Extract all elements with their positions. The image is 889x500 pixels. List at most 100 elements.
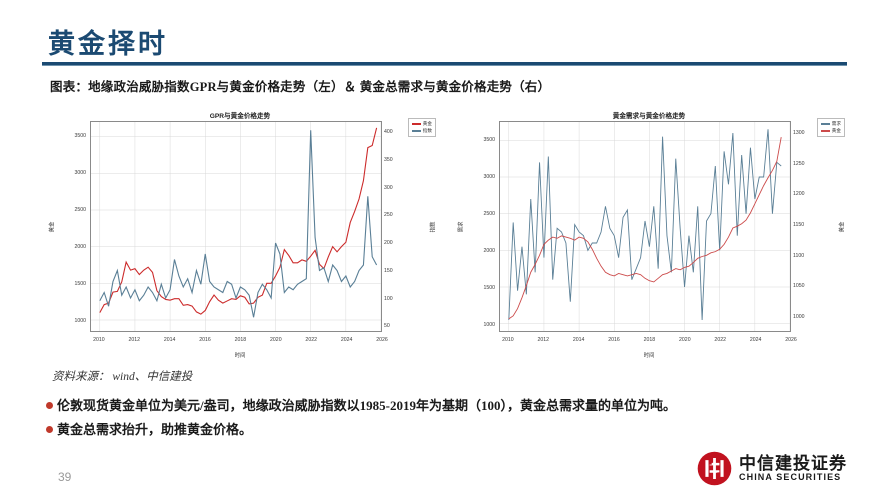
chart-right-yticks-right: 1000 1050 1100 1150 1200 1250 1300 — [793, 121, 823, 332]
x-tick-label: 2012 — [128, 337, 141, 343]
logo-name-en: CHINA SECURITIES — [739, 471, 842, 482]
x-tick-label: 2016 — [199, 337, 211, 343]
x-tick-label: 2022 — [714, 337, 726, 343]
y-tick-label: 2500 — [483, 210, 495, 217]
series-line — [509, 129, 781, 320]
legend-item: 黄金 — [820, 128, 841, 134]
y-tick-label-secondary: 400 — [384, 129, 393, 136]
chart-left-xlabel: 时间 — [234, 353, 246, 359]
chart-left-ylabel-left: 黄金 — [49, 221, 56, 233]
y-tick-label: 3500 — [483, 136, 495, 143]
y-tick-label: 2000 — [483, 247, 495, 254]
x-tick-label: 2012 — [537, 337, 550, 343]
chart-gpr-vs-gold: GPR与黄金价格走势 黄金 指数 1000 1500 2000 2500 3000 350… — [42, 108, 438, 360]
legend-item: 需求 — [820, 121, 841, 127]
y-tick-label-secondary: 1000 — [793, 313, 805, 320]
legend-swatch-icon — [411, 123, 421, 125]
x-tick-label: 2014 — [572, 337, 585, 343]
legend-label: 黄金 — [422, 121, 432, 126]
x-tick-label: 2018 — [643, 337, 656, 343]
chart-left-yticks-right: 50 100 150 200 250 300 350 400 — [384, 121, 414, 332]
y-tick-label-secondary: 50 — [384, 323, 390, 330]
x-tick-label: 2020 — [679, 337, 691, 343]
y-tick-label: 1000 — [483, 321, 495, 328]
x-tick-label: 2026 — [376, 337, 388, 343]
series-line — [100, 128, 377, 314]
legend-swatch-icon — [411, 130, 421, 132]
y-tick-label: 2500 — [74, 206, 86, 213]
y-tick-label-secondary: 100 — [384, 295, 393, 302]
x-tick-label: 2014 — [163, 337, 176, 343]
chart-left-yticks-left: 1000 1500 2000 2500 3000 3500 — [58, 121, 86, 332]
y-tick-label-secondary: 350 — [384, 156, 393, 163]
y-tick-label-secondary: 1150 — [793, 221, 805, 228]
y-tick-label-secondary: 300 — [384, 184, 393, 191]
series-line — [509, 137, 781, 319]
series-line — [100, 130, 377, 317]
chart-right-ylabel-left: 需求 — [458, 221, 465, 233]
bullet-text: 伦敦现货黄金单位为美元/盎司，地缘政治威胁指数以1985-2019年为基期（10… — [57, 398, 676, 413]
x-tick-label: 2020 — [270, 337, 282, 343]
bullet-list: 伦敦现货黄金单位为美元/盎司，地缘政治威胁指数以1985-2019年为基期（10… — [46, 398, 846, 447]
x-tick-label: 2022 — [305, 337, 317, 343]
chart-right-plot-area — [499, 121, 791, 332]
x-tick-label: 2026 — [785, 337, 797, 343]
bullet-text: 黄金总需求抬升，助推黄金价格。 — [57, 422, 253, 438]
legend-swatch-icon — [820, 123, 830, 125]
chart-left-legend: 黄金 指数 — [407, 118, 436, 137]
y-tick-label: 1500 — [483, 284, 495, 291]
legend-swatch-icon — [820, 130, 830, 132]
company-logo: 中信建投证券 CHINA SECURITIES — [697, 451, 847, 486]
legend-label: 黄金 — [831, 128, 841, 133]
page-title: 黄金择时 — [48, 29, 168, 59]
y-tick-label-secondary: 1050 — [793, 283, 805, 290]
logo-text: 中信建投证券 CHINA SECURITIES — [739, 455, 847, 482]
chart-left-ylabel-right: 指数 — [430, 221, 437, 233]
chart-right-xlabel: 时间 — [643, 353, 655, 359]
x-tick-label: 2016 — [608, 337, 620, 343]
y-tick-label: 1000 — [74, 317, 86, 324]
legend-label: 指数 — [422, 128, 432, 133]
y-tick-label-secondary: 1200 — [793, 191, 805, 198]
legend-label: 需求 — [831, 121, 841, 126]
y-tick-label-secondary: 1250 — [793, 160, 805, 167]
chart-demand-vs-gold: 黄金需求与黄金价格走势 需求 黄金 1000 1500 2000 2500 3000 35… — [451, 108, 847, 360]
legend-item: 黄金 — [411, 121, 432, 127]
y-tick-label: 3500 — [74, 132, 86, 139]
y-tick-label: 2000 — [74, 243, 86, 250]
y-tick-label-secondary: 1300 — [793, 130, 805, 137]
chart-right-yticks-left: 1000 1500 2000 2500 3000 3500 — [467, 121, 495, 332]
chart-left-plot-area — [90, 121, 382, 332]
citic-logo-icon — [697, 451, 732, 486]
title-divider-thin — [42, 65, 847, 66]
x-tick-label: 2024 — [340, 337, 353, 343]
x-tick-label: 2010 — [93, 337, 105, 343]
chart-left-title: GPR与黄金价格走势 — [209, 113, 271, 120]
y-tick-label-secondary: 150 — [384, 267, 393, 274]
source-note: 资料来源： wind、中信建投 — [52, 371, 193, 383]
bullet-dot-icon — [46, 426, 53, 434]
chart-right-xticks: 2010 2012 2014 2016 2018 2020 2022 2024 2026 — [499, 337, 797, 345]
y-tick-label-secondary: 250 — [384, 212, 393, 219]
x-tick-label: 2024 — [749, 337, 762, 343]
y-tick-label: 1500 — [74, 280, 86, 287]
title-divider — [42, 62, 847, 65]
charts-container: GPR与黄金价格走势 黄金 指数 1000 1500 2000 2500 3000 350… — [42, 108, 847, 360]
chart-right-ylabel-right: 黄金 — [839, 221, 846, 233]
legend-item: 指数 — [411, 128, 432, 134]
logo-name-cn: 中信建投证券 — [739, 453, 847, 473]
x-tick-label: 2010 — [502, 337, 514, 343]
y-tick-label: 3000 — [74, 169, 86, 176]
x-tick-label: 2018 — [234, 337, 247, 343]
chart-right-title: 黄金需求与黄金价格走势 — [612, 113, 686, 120]
bullet-item: 伦敦现货黄金单位为美元/盎司，地缘政治威胁指数以1985-2019年为基期（10… — [46, 398, 846, 414]
page-number: 39 — [58, 470, 72, 484]
chart-left-xticks: 2010 2012 2014 2016 2018 2020 2022 2024 2026 — [90, 337, 388, 345]
y-tick-label-secondary: 1100 — [793, 252, 805, 259]
y-tick-label-secondary: 200 — [384, 240, 393, 247]
bullet-dot-icon — [46, 402, 53, 409]
chart-right-legend: 需求 黄金 — [816, 118, 845, 137]
bullet-item: 黄金总需求抬升，助推黄金价格。 — [46, 422, 846, 438]
figure-caption: 图表：地缘政治威胁指数GPR与黄金价格走势（左）＆ 黄金总需求与黄金价格走势（右… — [50, 80, 551, 94]
